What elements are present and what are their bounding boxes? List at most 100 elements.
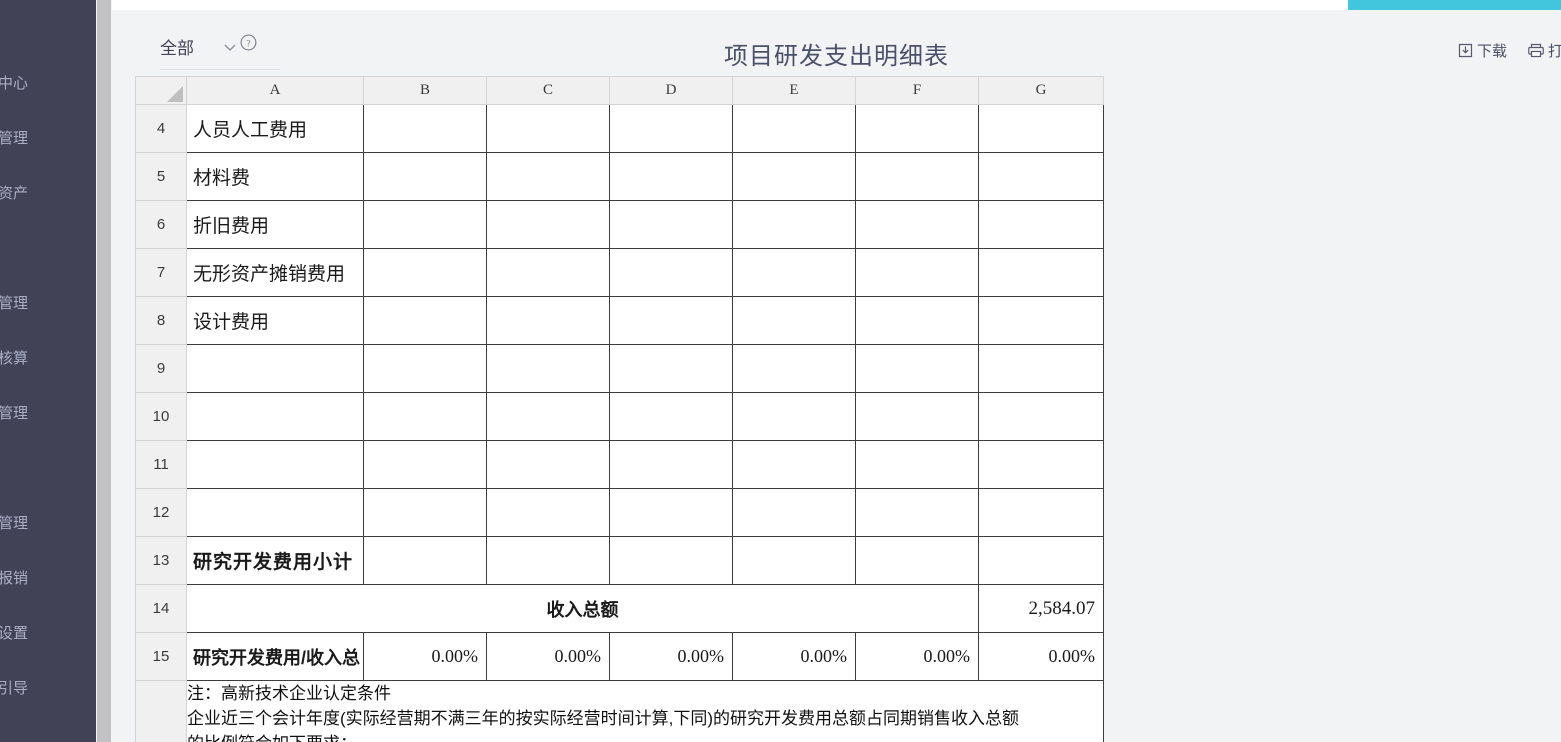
cell-d11[interactable] — [609, 440, 733, 489]
cell-c9[interactable] — [486, 344, 610, 393]
cell-f10[interactable] — [855, 392, 979, 441]
cell-g8[interactable] — [978, 296, 1104, 345]
cell-e5[interactable] — [732, 152, 856, 201]
cell-g10[interactable] — [978, 392, 1104, 441]
cell-d8[interactable] — [609, 296, 733, 345]
row-header[interactable]: 9 — [135, 344, 187, 393]
cell-d15[interactable]: 0.00% — [609, 632, 733, 681]
cell-a4[interactable]: 人员人工费用 — [186, 104, 364, 153]
cell-c15[interactable]: 0.00% — [486, 632, 610, 681]
note-cell[interactable]: 注：高新技术企业认定条件 企业近三个会计年度(实际经营期不满三年的按实际经营时间… — [186, 680, 1104, 742]
cell-d4[interactable] — [609, 104, 733, 153]
column-header-b[interactable]: B — [363, 76, 487, 105]
column-header-e[interactable]: E — [732, 76, 856, 105]
cell-g9[interactable] — [978, 344, 1104, 393]
cell-b15[interactable]: 0.00% — [363, 632, 487, 681]
sidebar-item-report-center[interactable]: 报表中心 — [0, 55, 96, 110]
cell-f15[interactable]: 0.00% — [855, 632, 979, 681]
cell-b4[interactable] — [363, 104, 487, 153]
spreadsheet[interactable]: A B C D E F G 4 人员人工费用 — [135, 76, 1104, 742]
cell-e9[interactable] — [732, 344, 856, 393]
cell-g13[interactable] — [978, 536, 1104, 585]
cell-d13[interactable] — [609, 536, 733, 585]
row-header-note[interactable] — [135, 680, 187, 742]
row-header[interactable]: 15 — [135, 632, 187, 681]
cell-e15[interactable]: 0.00% — [732, 632, 856, 681]
cell-a9[interactable] — [186, 344, 364, 393]
cell-g11[interactable] — [978, 440, 1104, 489]
cell-d5[interactable] — [609, 152, 733, 201]
cell-g4[interactable] — [978, 104, 1104, 153]
cell-f7[interactable] — [855, 248, 979, 297]
sidebar-item-receivables-management[interactable]: 往来管理 — [0, 495, 96, 550]
sidebar-item-fund-management[interactable]: 资金管理 — [0, 110, 96, 165]
cell-b11[interactable] — [363, 440, 487, 489]
cell-d9[interactable] — [609, 344, 733, 393]
cell-c4[interactable] — [486, 104, 610, 153]
cell-b5[interactable] — [363, 152, 487, 201]
cell-e12[interactable] — [732, 488, 856, 537]
spreadsheet-viewport[interactable]: A B C D E F G 4 人员人工费用 — [135, 76, 1561, 742]
download-button[interactable]: 下载 — [1457, 40, 1507, 61]
cell-e13[interactable] — [732, 536, 856, 585]
row-header[interactable]: 5 — [135, 152, 187, 201]
cell-d6[interactable] — [609, 200, 733, 249]
sidebar-item-fixed-assets[interactable]: 固定资产 — [0, 165, 96, 220]
cell-g6[interactable] — [978, 200, 1104, 249]
cell-d12[interactable] — [609, 488, 733, 537]
cell-f4[interactable] — [855, 104, 979, 153]
cell-a5[interactable]: 材料费 — [186, 152, 364, 201]
cell-a8[interactable]: 设计费用 — [186, 296, 364, 345]
cell-b8[interactable] — [363, 296, 487, 345]
cell-c6[interactable] — [486, 200, 610, 249]
row-header[interactable]: 12 — [135, 488, 187, 537]
cell-a6[interactable]: 折旧费用 — [186, 200, 364, 249]
cell-d7[interactable] — [609, 248, 733, 297]
cell-b10[interactable] — [363, 392, 487, 441]
row-header[interactable]: 6 — [135, 200, 187, 249]
sidebar-item-reconciliation[interactable]: 对账 — [0, 440, 96, 495]
row-header[interactable]: 7 — [135, 248, 187, 297]
cell-b9[interactable] — [363, 344, 487, 393]
cell-c13[interactable] — [486, 536, 610, 585]
cell-g15[interactable]: 0.00% — [978, 632, 1104, 681]
row-header[interactable]: 13 — [135, 536, 187, 585]
cell-a15[interactable]: 研究开发费用/收入总 — [186, 632, 364, 681]
question-circle-icon[interactable]: ? — [240, 34, 257, 51]
cell-e11[interactable] — [732, 440, 856, 489]
sidebar-item-payroll[interactable]: 工资 — [0, 220, 96, 275]
cell-b13[interactable] — [363, 536, 487, 585]
cell-a13[interactable]: 研究开发费用小计 — [186, 536, 364, 585]
cell-g14-total-income-value[interactable]: 2,584.07 — [978, 584, 1104, 633]
cell-f5[interactable] — [855, 152, 979, 201]
sidebar-item-electronic-accounting[interactable]: 电子核算 — [0, 330, 96, 385]
cell-a7[interactable]: 无形资产摊销费用 — [186, 248, 364, 297]
cell-c8[interactable] — [486, 296, 610, 345]
column-header-f[interactable]: F — [855, 76, 979, 105]
cell-b12[interactable] — [363, 488, 487, 537]
cell-e7[interactable] — [732, 248, 856, 297]
row-header[interactable]: 14 — [135, 584, 187, 633]
column-header-g[interactable]: G — [978, 76, 1104, 105]
sidebar-item-beginner-guide[interactable]: 新手引导 — [0, 660, 96, 715]
cell-c12[interactable] — [486, 488, 610, 537]
sidebar-item-tax-management[interactable]: 税务管理 — [0, 385, 96, 440]
sidebar-item-invoice-management[interactable]: 发票管理 — [0, 275, 96, 330]
cell-c10[interactable] — [486, 392, 610, 441]
cell-d10[interactable] — [609, 392, 733, 441]
row-header[interactable]: 11 — [135, 440, 187, 489]
cell-f13[interactable] — [855, 536, 979, 585]
cell-c5[interactable] — [486, 152, 610, 201]
cell-a12[interactable] — [186, 488, 364, 537]
cell-a10[interactable] — [186, 392, 364, 441]
cell-f11[interactable] — [855, 440, 979, 489]
page-scrollbar-thumb[interactable] — [97, 0, 111, 742]
sidebar-item-onsite-reimbursement[interactable]: 现场报销 — [0, 550, 96, 605]
cell-g5[interactable] — [978, 152, 1104, 201]
column-header-d[interactable]: D — [609, 76, 733, 105]
cell-b7[interactable] — [363, 248, 487, 297]
select-all-corner[interactable] — [135, 76, 187, 105]
cell-g7[interactable] — [978, 248, 1104, 297]
cell-f6[interactable] — [855, 200, 979, 249]
cell-f12[interactable] — [855, 488, 979, 537]
